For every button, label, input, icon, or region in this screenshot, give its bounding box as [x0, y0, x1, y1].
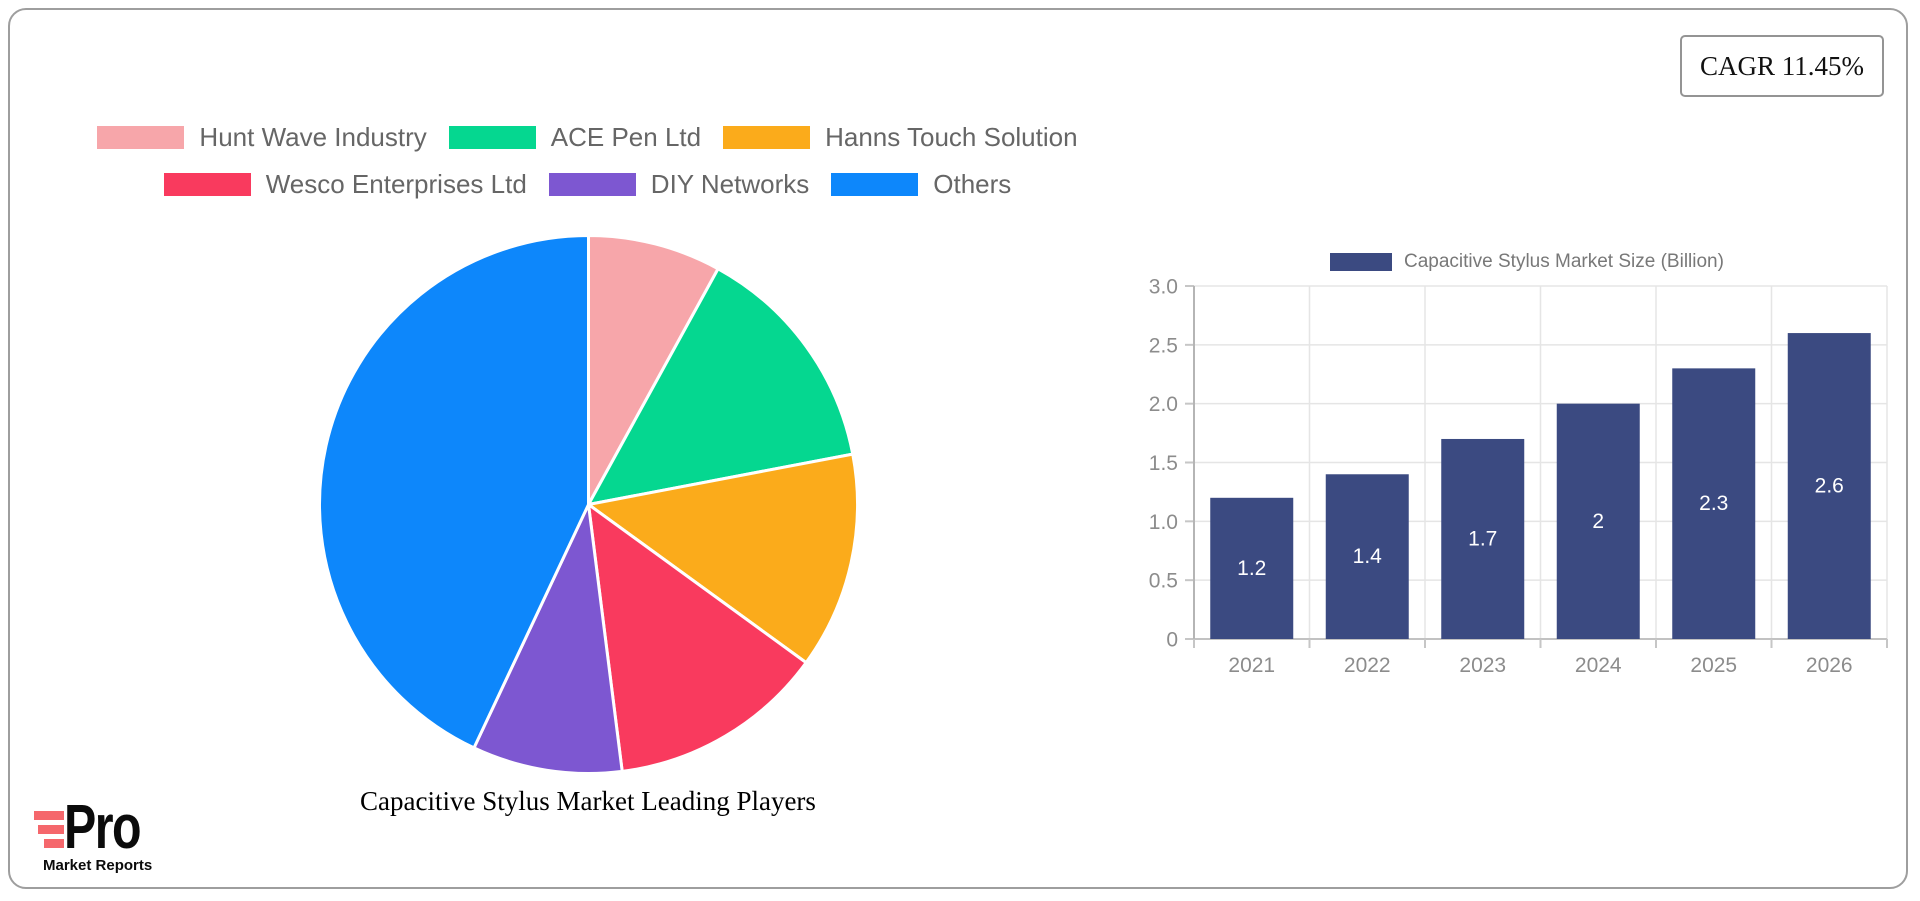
bar-legend-label: Capacitive Stylus Market Size (Billion) [1404, 251, 1724, 272]
legend-row: Hunt Wave Industry ACE Pen Ltd Hanns Touch… [97, 122, 1078, 153]
bar [1441, 438, 1525, 639]
legend-label: Hanns Touch Solution [825, 122, 1078, 152]
logo-bar-icon [38, 825, 64, 834]
legend-item: ACE Pen Ltd [448, 122, 702, 153]
logo: Pro Market Reports [30, 793, 161, 875]
bar [1210, 497, 1294, 639]
pie-slice [587, 267, 855, 506]
logo-text: Pro [64, 793, 142, 862]
legend-swatch [97, 126, 185, 149]
logo-bar-icon [44, 839, 64, 848]
legend-label: DIY Networks [650, 169, 810, 199]
legend-label: ACE Pen Ltd [550, 122, 702, 152]
bar [1556, 403, 1640, 639]
bar [1672, 368, 1756, 639]
legend-label: Wesco Enterprises Ltd [265, 169, 527, 199]
x-axis-tick-label: 2021 [1228, 654, 1275, 677]
cagr-badge: CAGR 11.45% [1679, 35, 1884, 97]
x-axis-tick-label: 2023 [1459, 654, 1506, 677]
legend-swatch [831, 173, 919, 196]
legend-label: Others [933, 169, 1012, 199]
legend-item: Hanns Touch Solution [723, 122, 1078, 153]
bar-chart-legend: Capacitive Stylus Market Size (Billion) [1330, 251, 1724, 273]
bar-chart: 0 0.5 1.0 1.5 2.0 2.5 3.0 1.2 2021 1.4 2022 1.7 2023… [1149, 276, 1888, 677]
pie-slice [318, 234, 590, 750]
cagr-label: CAGR 11.45% [1699, 50, 1864, 81]
pie-slice [587, 503, 808, 773]
pie-slice [587, 452, 860, 665]
y-axis-tick-label: 1.0 [1149, 511, 1178, 534]
bar-value-label: 2 [1592, 510, 1604, 533]
pie-chart-title: Capacitive Stylus Market Leading Players [360, 786, 816, 816]
legend-item: Wesco Enterprises Ltd [163, 169, 527, 200]
legend-item: DIY Networks [548, 169, 810, 200]
legend-swatch [548, 173, 636, 196]
bar-value-label: 1.4 [1353, 545, 1383, 568]
y-axis-tick-label: 2.5 [1149, 334, 1178, 357]
bar-value-label: 1.2 [1237, 557, 1266, 580]
y-axis-tick-label: 0 [1166, 629, 1178, 652]
x-axis-tick-label: 2022 [1344, 654, 1391, 677]
legend-item: Others [831, 169, 1011, 200]
pie-slice [587, 234, 720, 506]
pie-slice [472, 503, 624, 775]
x-axis-tick-label: 2026 [1806, 654, 1853, 677]
legend-item: Hunt Wave Industry [97, 122, 427, 153]
pie-chart-legend: Hunt Wave Industry ACE Pen Ltd Hanns Touch… [40, 122, 1135, 200]
legend-swatch [723, 126, 811, 149]
y-axis-tick-label: 0.5 [1149, 570, 1178, 593]
x-axis-tick-label: 2024 [1575, 654, 1622, 677]
bar-value-label: 2.6 [1815, 475, 1844, 498]
legend-label: Hunt Wave Industry [199, 122, 427, 152]
bar [1325, 474, 1409, 639]
legend-swatch [448, 126, 536, 149]
legend-swatch [163, 173, 251, 196]
bar-legend-swatch [1330, 253, 1392, 271]
x-axis-tick-label: 2025 [1690, 654, 1737, 677]
bar-value-label: 1.7 [1468, 527, 1497, 550]
y-axis-tick-label: 3.0 [1149, 276, 1178, 299]
logo-mark: Pro [30, 793, 161, 862]
bar-value-label: 2.3 [1699, 492, 1728, 515]
legend-row: Wesco Enterprises Ltd DIY Networks Others [163, 169, 1011, 200]
pie-chart [318, 234, 860, 775]
logo-subtext: Market Reports [43, 857, 153, 875]
bar [1787, 333, 1871, 639]
y-axis-tick-label: 1.5 [1149, 452, 1178, 475]
y-axis-tick-label: 2.0 [1149, 393, 1178, 416]
logo-bars-icon [30, 811, 64, 848]
logo-bar-icon [34, 811, 64, 820]
